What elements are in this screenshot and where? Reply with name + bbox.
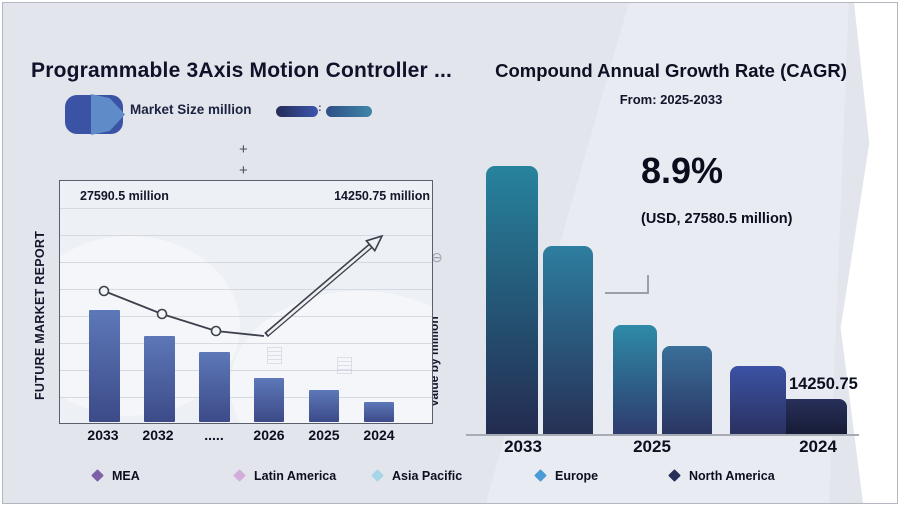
left-bar-2033 — [89, 310, 120, 422]
decorative-bracket — [605, 292, 649, 294]
legend-label-north-america: North America — [689, 469, 775, 483]
peak-value-annotation: 27590.5 million — [80, 189, 169, 203]
right-axis-label-2024: 2024 — [799, 437, 837, 456]
decorative-bracket — [647, 275, 649, 293]
document-watermark-icon — [337, 357, 352, 374]
left-bar-2025 — [309, 390, 339, 422]
ratio-pill-right — [326, 106, 372, 117]
left-bar-2026 — [254, 378, 284, 422]
cube-logo-icon — [65, 94, 125, 135]
minus-circle-icon: ⊖ — [431, 249, 443, 265]
left-bar-2032 — [144, 336, 175, 422]
bar-value-label: 14250.75 — [789, 375, 858, 393]
right-bar-2024-a — [730, 366, 786, 435]
cagr-subtitle: From: 2025-2033 — [619, 92, 723, 107]
cagr-title: Compound Annual Growth Rate (CAGR) — [495, 60, 847, 81]
ratio-pill-left — [276, 106, 318, 117]
page-title: Programmable 3Axis Motion Controller ... — [31, 59, 453, 82]
left-axis-label-2024: 2024 — [363, 427, 395, 443]
right-bar-2033-b — [543, 246, 593, 435]
right-bar-2033-a — [486, 166, 538, 435]
plus-mark-icon: + — [239, 162, 248, 179]
right-bar-2025-a — [613, 325, 657, 435]
cagr-percentage: 8.9% — [641, 150, 724, 191]
right-bar-2024-b — [781, 399, 847, 435]
cagr-usd-note: (USD, 27580.5 million) — [641, 211, 793, 227]
right-bar-2025-b — [662, 346, 712, 435]
left-chart-plot-area: 27590.5 million 14250.75 million — [59, 180, 433, 424]
market-size-label: Market Size million — [130, 102, 252, 117]
left-axis-label-2026: 2026 — [253, 427, 285, 443]
right-axis-label-2025: 2025 — [633, 437, 671, 456]
left-bar-dots — [199, 352, 230, 422]
start-value-annotation: 14250.75 million — [334, 189, 430, 203]
ratio-separator: : — [318, 102, 322, 114]
right-axis-label-2033: 2033 — [504, 437, 542, 456]
trend-line-and-arrow — [98, 234, 384, 338]
legend-label-europe: Europe — [555, 469, 599, 483]
legend-label-asia-pacific: Asia Pacific — [392, 469, 463, 483]
legend-label-mea: MEA — [112, 469, 140, 483]
future-market-report-watermark: FUTURE MARKET REPORT — [33, 230, 47, 400]
left-bar-2024 — [364, 402, 394, 422]
left-axis-label-2025: 2025 — [308, 427, 340, 443]
right-chart-baseline — [466, 434, 859, 436]
document-watermark-icon — [267, 347, 282, 364]
left-axis-label-dots: ..... — [204, 427, 224, 443]
left-axis-label-2032: 2032 — [142, 427, 174, 443]
legend-label-latin-america: Latin America — [254, 469, 337, 483]
plus-mark-icon: + — [239, 141, 248, 158]
left-axis-label-2033: 2033 — [87, 427, 119, 443]
